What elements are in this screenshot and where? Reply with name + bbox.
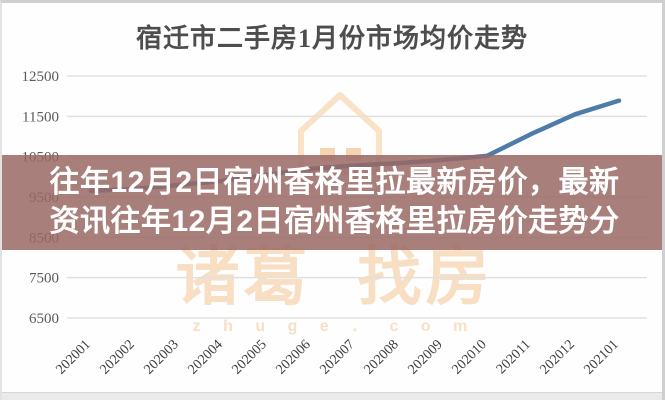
bottom-strip bbox=[2, 392, 662, 400]
x-tick-label: 202001 bbox=[54, 337, 94, 377]
banner-line-2: 资讯往年12月2日宿州香格里拉房价走势分 bbox=[49, 205, 620, 238]
x-tick-label: 202011 bbox=[494, 337, 534, 377]
x-tick-label: 202005 bbox=[230, 337, 270, 377]
x-tick-label: 202009 bbox=[406, 337, 446, 377]
chart-title: 宿迁市二手房1月份市场均价走势 bbox=[135, 24, 528, 53]
y-tick-label: 7500 bbox=[29, 271, 59, 287]
x-tick-label: 202002 bbox=[98, 337, 138, 377]
x-tick-label: 202101 bbox=[582, 337, 622, 377]
y-tick-label: 11500 bbox=[22, 109, 59, 125]
x-tick-label: 202010 bbox=[450, 337, 490, 377]
x-tick-label: 202003 bbox=[142, 337, 182, 377]
x-tick-label: 202008 bbox=[362, 337, 402, 377]
x-tick-label: 202006 bbox=[274, 337, 314, 377]
y-tick-label: 12500 bbox=[22, 69, 60, 85]
y-tick-label: 6500 bbox=[29, 311, 59, 327]
overlay-banner: 往年12月2日宿州香格里拉最新房价，最新 资讯往年12月2日宿州香格里拉房价走势… bbox=[2, 155, 662, 250]
banner-line-1: 往年12月2日宿州香格里拉最新房价，最新 bbox=[49, 166, 620, 199]
x-tick-label: 202004 bbox=[186, 337, 226, 377]
x-tick-label: 202012 bbox=[538, 337, 578, 377]
x-tick-label: 202007 bbox=[318, 337, 358, 377]
